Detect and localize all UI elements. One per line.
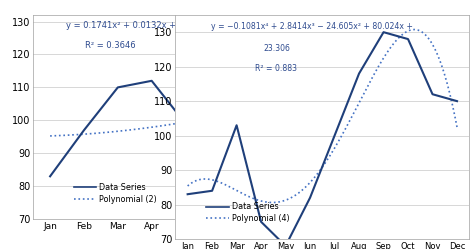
- Polynomial (2): [219, 114, 224, 117]
- Line: Data Series: Data Series: [188, 32, 457, 246]
- Data Series: [356, 72, 362, 75]
- Line: Polynomial (2): Polynomial (2): [50, 108, 253, 136]
- Text: R² = 0.3646: R² = 0.3646: [85, 42, 136, 51]
- Polynomial (2): [167, 123, 173, 126]
- Polynomial (4): [414, 28, 419, 31]
- Data Series: [234, 124, 239, 127]
- Polynomial (2): [172, 122, 177, 125]
- Polynomial (2): [47, 134, 53, 137]
- Data Series: [454, 100, 460, 103]
- Polynomial (4): [454, 125, 460, 128]
- Polynomial (2): [231, 111, 237, 114]
- Polynomial (4): [346, 121, 352, 124]
- Polynomial (2): [48, 134, 54, 137]
- Data Series: [429, 93, 435, 96]
- Data Series: [381, 31, 386, 34]
- Data Series: [149, 79, 155, 82]
- Polynomial (4): [186, 184, 191, 187]
- Polynomial (4): [270, 201, 275, 204]
- Line: Polynomial (4): Polynomial (4): [188, 30, 457, 202]
- Polynomial (4): [345, 123, 351, 125]
- Data Series: [283, 245, 288, 248]
- Data Series: [307, 196, 313, 199]
- Data Series: [47, 175, 53, 178]
- Data Series: [250, 27, 256, 30]
- Polynomial (4): [351, 112, 356, 115]
- Text: R² = 0.883: R² = 0.883: [255, 64, 297, 73]
- Data Series: [217, 172, 222, 175]
- Data Series: [209, 189, 215, 192]
- Polynomial (4): [412, 28, 418, 31]
- Data Series: [405, 38, 411, 41]
- Line: Data Series: Data Series: [50, 28, 253, 176]
- Polynomial (4): [431, 45, 437, 48]
- Text: y = −0.1081x⁴ + 2.8414x³ − 24.605x² + 80.024x +: y = −0.1081x⁴ + 2.8414x³ − 24.605x² + 80…: [210, 22, 412, 31]
- Data Series: [258, 220, 264, 223]
- Polynomial (2): [168, 123, 174, 126]
- Data Series: [115, 86, 121, 89]
- Data Series: [185, 193, 191, 196]
- Legend: Data Series, Polynomial (2): Data Series, Polynomial (2): [70, 180, 160, 207]
- Data Series: [182, 122, 188, 125]
- Text: y = 0.1741x² + 0.0132x + 95.068: y = 0.1741x² + 0.0132x + 95.068: [66, 21, 208, 30]
- Data Series: [81, 129, 87, 132]
- Data Series: [332, 134, 337, 137]
- Text: 23.306: 23.306: [264, 44, 291, 53]
- Legend: Data Series, Polynomial (4): Data Series, Polynomial (4): [203, 199, 293, 226]
- Polynomial (2): [250, 107, 256, 110]
- Polynomial (4): [185, 185, 191, 187]
